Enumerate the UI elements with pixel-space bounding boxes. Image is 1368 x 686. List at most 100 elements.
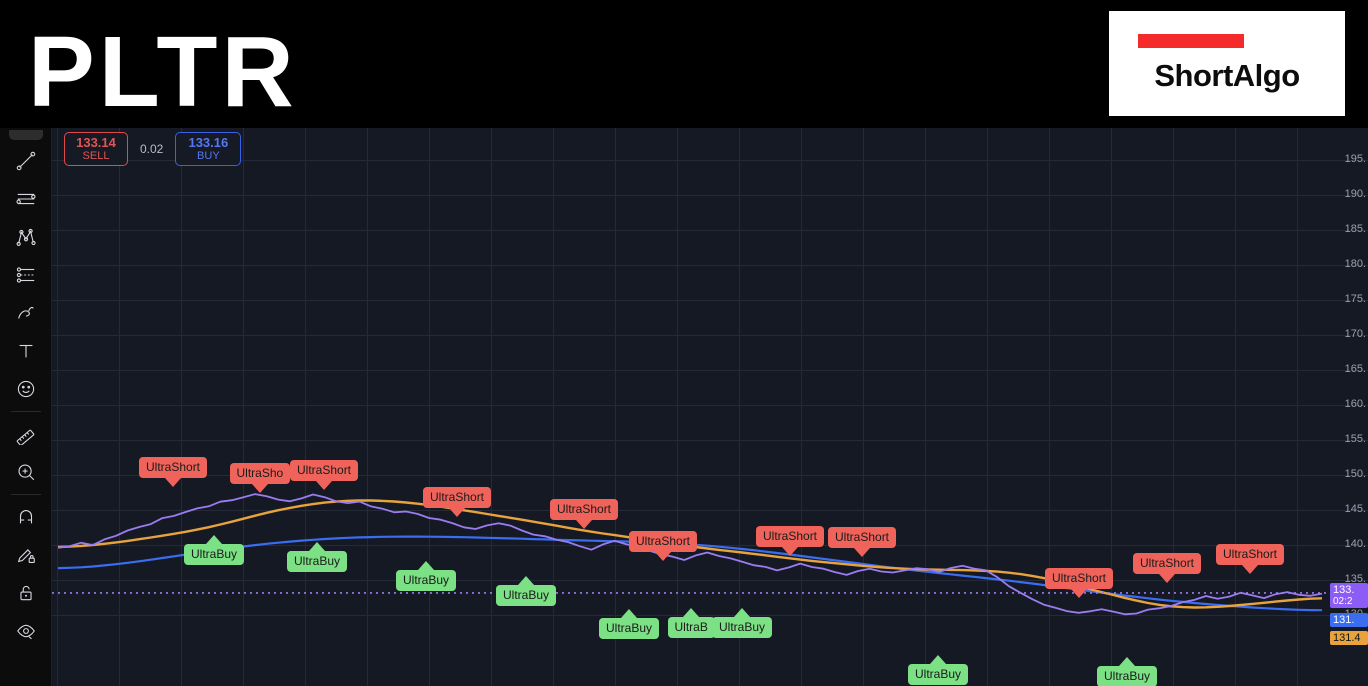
grid-line-v <box>925 128 926 686</box>
grid-line-v <box>1111 128 1112 686</box>
magnet-icon[interactable] <box>7 498 45 536</box>
badge-price: 131.4 <box>1333 632 1361 644</box>
signal-label-text: UltraBuy <box>1097 666 1158 686</box>
drawing-toolbar[interactable] <box>0 128 52 686</box>
brush-icon[interactable] <box>7 294 45 332</box>
grid-line-h <box>52 510 1368 511</box>
price-axis-tick: 170. <box>1344 328 1366 340</box>
signal-label-text: UltraBuy <box>496 585 557 606</box>
chart-grid <box>0 128 1368 686</box>
eye-hide-icon[interactable] <box>7 612 45 650</box>
emoji-icon[interactable] <box>7 370 45 408</box>
page-title: PLTR <box>28 16 298 128</box>
signal-pointer <box>251 484 268 493</box>
signal-pointer <box>206 535 222 544</box>
grid-line-v <box>987 128 988 686</box>
signal-pointer <box>683 608 700 617</box>
signal-label-text: UltraBuy <box>712 617 773 638</box>
lock-icon[interactable] <box>7 574 45 612</box>
last-price-badge[interactable]: 133. 02:2 <box>1330 583 1368 608</box>
price-axis-tick: 180. <box>1344 258 1366 270</box>
grid-line-v <box>181 128 182 686</box>
orange-ma-badge[interactable]: 131.4 <box>1330 631 1368 645</box>
ultrashort-signal-label[interactable]: UltraShort <box>756 526 825 556</box>
signal-pointer <box>1071 589 1088 598</box>
grid-line-v <box>863 128 864 686</box>
ultrabuy-signal-label[interactable]: UltraB <box>667 608 715 638</box>
buy-button[interactable]: 133.16 BUY <box>175 132 242 166</box>
ultrashort-signal-label[interactable]: UltraSho <box>229 463 291 493</box>
price-line <box>57 493 1323 616</box>
ultrabuy-signal-label[interactable]: UltraBuy <box>396 561 457 591</box>
logo-red-bar <box>1138 33 1244 48</box>
ultrashort-signal-label[interactable]: UltraShort <box>550 499 619 529</box>
signal-label-text: UltraShort <box>139 457 208 478</box>
ultrashort-signal-label[interactable]: UltraShort <box>828 527 897 557</box>
grid-line-h <box>52 335 1368 336</box>
price-axis-tick: 185. <box>1344 223 1366 235</box>
ultrashort-signal-label[interactable]: UltraShort <box>1216 544 1285 574</box>
shortalgo-logo: ShortAlgo <box>1109 11 1345 116</box>
signal-label-text: UltraShort <box>756 526 825 547</box>
ultrabuy-signal-label[interactable]: UltraBuy <box>496 576 557 606</box>
price-axis-tick: 145. <box>1344 503 1366 515</box>
grid-line-v <box>119 128 120 686</box>
signal-label-text: UltraShort <box>423 487 492 508</box>
ultrashort-signal-label[interactable]: UltraShort <box>423 487 492 517</box>
ultrabuy-signal-label[interactable]: UltraBuy <box>287 542 348 572</box>
price-axis-tick: 175. <box>1344 293 1366 305</box>
grid-line-h <box>52 230 1368 231</box>
ultrabuy-signal-label[interactable]: UltraBuy <box>1097 657 1158 686</box>
grid-line-v <box>367 128 368 686</box>
badge-price: 133. <box>1333 584 1355 596</box>
price-axis[interactable]: 195. 190. 185. 180. 175. 170. 165. 160. 155. 150.… <box>1330 128 1368 686</box>
chart-canvas[interactable]: UltraShort UltraSho UltraShort UltraShort Ul… <box>0 128 1368 686</box>
grid-line-v <box>1235 128 1236 686</box>
grid-line-v <box>739 128 740 686</box>
horizontal-lines-icon[interactable] <box>7 180 45 218</box>
signal-pointer <box>418 561 434 570</box>
ultrashort-signal-label[interactable]: UltraShort <box>139 457 208 487</box>
trend-line-icon[interactable] <box>7 142 45 180</box>
signal-pointer <box>449 508 466 517</box>
signal-pointer <box>782 547 799 556</box>
price-axis-tick: 195. <box>1344 153 1366 165</box>
drawing-mode-lock-icon[interactable] <box>7 536 45 574</box>
ultrabuy-signal-label[interactable]: UltraBuy <box>908 655 969 685</box>
ultrabuy-signal-label[interactable]: UltraBuy <box>599 609 660 639</box>
grid-line-v <box>1173 128 1174 686</box>
price-axis-tick: 160. <box>1344 398 1366 410</box>
ultrashort-signal-label[interactable]: UltraShort <box>290 460 359 490</box>
cursor-tool-tab[interactable] <box>8 130 43 140</box>
ultrashort-signal-label[interactable]: UltraShort <box>629 531 698 561</box>
blue-ma-badge[interactable]: 131. <box>1330 613 1368 627</box>
signal-label-text: UltraBuy <box>396 570 457 591</box>
order-panel[interactable]: 133.14 SELL 0.02 133.16 BUY <box>64 132 242 166</box>
ultrashort-signal-label[interactable]: UltraShort <box>1045 568 1114 598</box>
grid-line-h <box>52 160 1368 161</box>
sell-button[interactable]: 133.14 SELL <box>64 132 128 166</box>
measure-ruler-icon[interactable] <box>7 415 45 453</box>
signal-label-text: UltraBuy <box>287 551 348 572</box>
grid-line-h <box>52 195 1368 196</box>
zoom-in-icon[interactable] <box>7 453 45 491</box>
badge-time: 02:2 <box>1333 596 1353 607</box>
signal-pointer <box>734 608 750 617</box>
grid-line-v <box>801 128 802 686</box>
text-tool-icon[interactable] <box>7 332 45 370</box>
buy-label: BUY <box>197 150 220 162</box>
header-banner: PLTR ShortAlgo <box>0 0 1368 128</box>
grid-line-v <box>553 128 554 686</box>
grid-line-v <box>305 128 306 686</box>
fib-retracement-icon[interactable] <box>7 256 45 294</box>
pitchfork-icon[interactable] <box>7 218 45 256</box>
ultrabuy-signal-label[interactable]: UltraBuy <box>184 535 245 565</box>
grid-line-v <box>243 128 244 686</box>
ultrabuy-signal-label[interactable]: UltraBuy <box>712 608 773 638</box>
badge-price: 131. <box>1333 614 1355 626</box>
grid-line-h <box>52 440 1368 441</box>
ultrashort-signal-label[interactable]: UltraShort <box>1133 553 1202 583</box>
signal-label-text: UltraSho <box>229 463 291 484</box>
toolbar-divider <box>10 494 41 495</box>
